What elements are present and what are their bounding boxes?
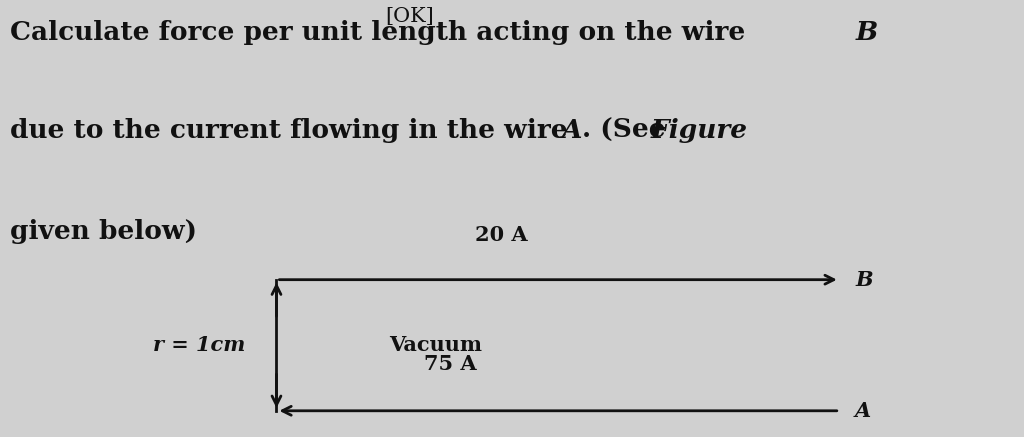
Text: Figure: Figure — [650, 118, 748, 143]
Text: [OK]: [OK] — [385, 7, 434, 25]
Text: A: A — [855, 401, 871, 421]
Text: 20 A: 20 A — [475, 225, 528, 245]
Text: Calculate force per unit length acting on the wire: Calculate force per unit length acting o… — [10, 20, 755, 45]
Text: Vacuum: Vacuum — [389, 335, 482, 355]
Text: given below): given below) — [10, 218, 198, 243]
Text: 75 A: 75 A — [424, 354, 477, 374]
Text: due to the current flowing in the wire: due to the current flowing in the wire — [10, 118, 577, 143]
Text: r = 1cm: r = 1cm — [154, 335, 246, 355]
Text: B: B — [855, 270, 872, 290]
Text: A: A — [561, 118, 582, 143]
Text: B: B — [856, 20, 879, 45]
Text: . (See: . (See — [582, 118, 675, 143]
